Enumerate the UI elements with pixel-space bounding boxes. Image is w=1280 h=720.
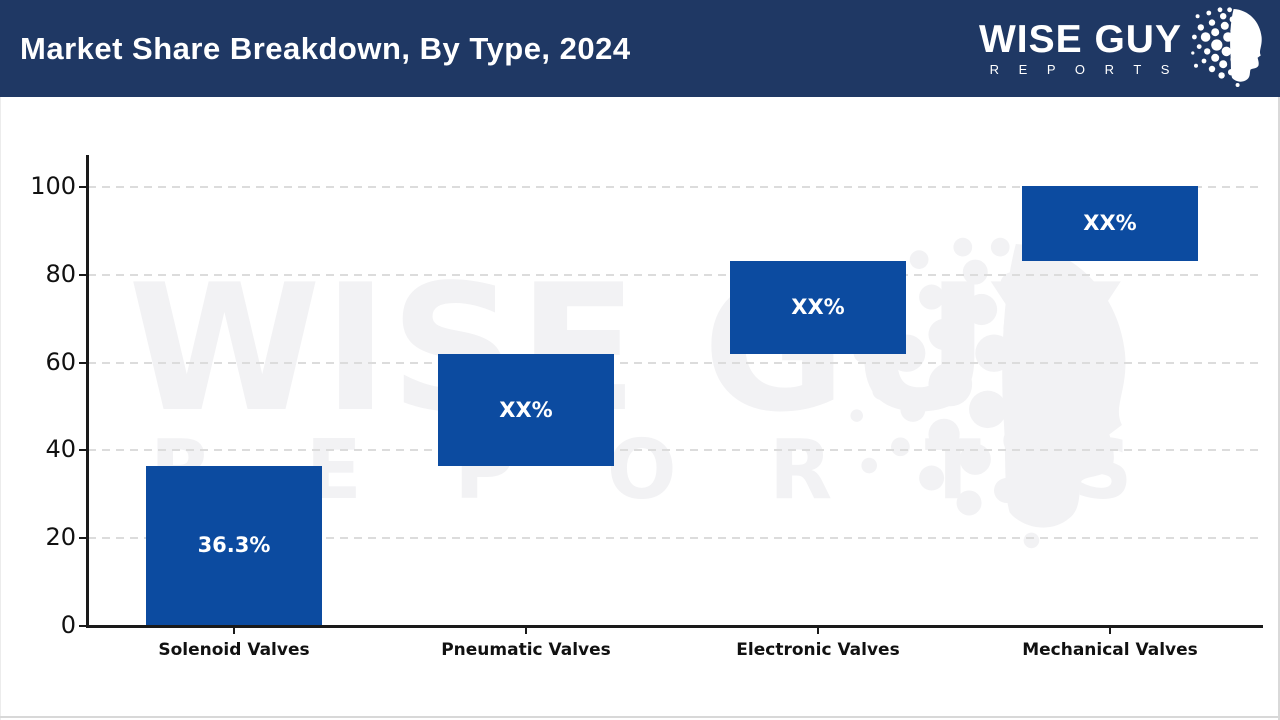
category-label: Pneumatic Valves xyxy=(441,640,611,660)
category-label: Mechanical Valves xyxy=(1022,640,1198,660)
watermark-wordmark: WISE GUY xyxy=(128,248,1122,451)
page-title: Market Share Breakdown, By Type, 2024 xyxy=(20,30,631,66)
category-label: Solenoid Valves xyxy=(158,640,310,660)
y-tick-label: 20 xyxy=(45,523,76,552)
bar-value-label: XX% xyxy=(791,295,845,320)
bar-value-label: XX% xyxy=(499,397,553,422)
header-bar: Market Share Breakdown, By Type, 2024 WI… xyxy=(0,0,1280,97)
y-tick-mark xyxy=(79,625,86,627)
logo-subtitle: R E P O R T S xyxy=(989,62,1178,77)
y-tick-mark xyxy=(79,537,86,540)
x-axis-line xyxy=(86,625,1263,628)
y-tick-label: 0 xyxy=(60,611,76,639)
y-tick-label: 40 xyxy=(45,435,76,464)
wiseguy-logo: WISE GUY R E P O R T S xyxy=(979,5,1280,93)
gridline xyxy=(88,537,1263,540)
waterfall-bar: XX% xyxy=(438,354,614,466)
gridline xyxy=(88,449,1263,452)
y-axis-line xyxy=(86,155,89,627)
waterfall-bar: XX% xyxy=(1022,186,1198,261)
logo-text: WISE GUY R E P O R T S xyxy=(979,20,1182,77)
x-tick-mark xyxy=(525,627,527,634)
gridline xyxy=(88,186,1263,188)
y-tick-mark xyxy=(79,449,86,452)
bar-value-label: XX% xyxy=(1083,211,1137,236)
waterfall-bar: XX% xyxy=(730,260,906,355)
y-tick-mark xyxy=(79,186,86,188)
y-tick-mark xyxy=(79,361,86,364)
bar-value-label: 36.3% xyxy=(197,533,271,558)
gridline xyxy=(88,273,1263,276)
x-tick-mark xyxy=(1109,627,1111,634)
category-label: Electronic Valves xyxy=(736,640,900,660)
gridline xyxy=(88,361,1263,364)
bottom-divider xyxy=(0,716,1280,718)
y-tick-label: 100 xyxy=(30,172,76,200)
y-tick-label: 60 xyxy=(45,347,76,376)
waterfall-bar: 36.3% xyxy=(146,465,322,625)
x-tick-mark xyxy=(817,627,819,634)
y-tick-label: 80 xyxy=(45,259,76,288)
logo-wordmark: WISE GUY xyxy=(978,18,1182,61)
x-tick-mark xyxy=(233,627,235,634)
y-tick-mark xyxy=(79,273,86,276)
